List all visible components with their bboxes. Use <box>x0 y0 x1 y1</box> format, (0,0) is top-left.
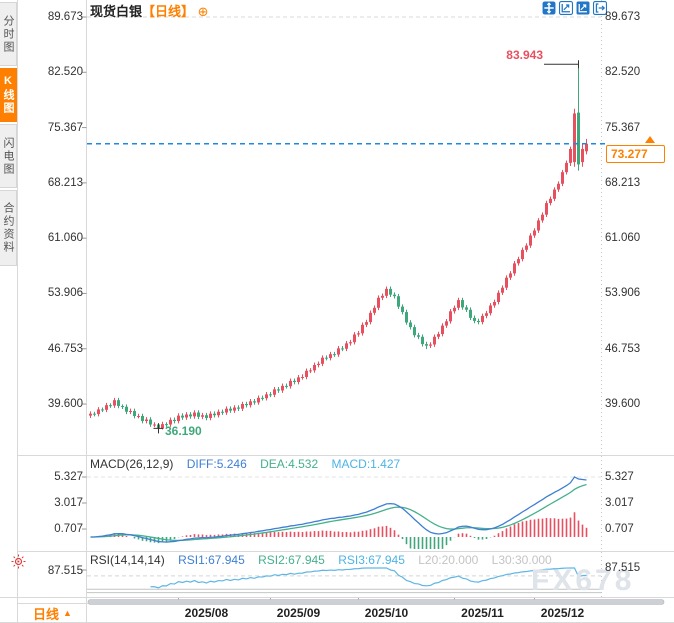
pan-icon[interactable] <box>542 1 556 15</box>
macd-label-row[interactable]: MACD(26,12,9) DIFF:5.246 DEA:4.532 MACD:… <box>90 457 400 471</box>
sidebar-tab-contract-info[interactable]: 合约资料 <box>0 190 17 266</box>
chart-toolbar <box>542 1 607 15</box>
sidebar-tab-label: 合约资料 <box>2 202 14 254</box>
axis-zoom-icon[interactable] <box>559 1 573 15</box>
macd-axis-label-right: 0.707 <box>605 523 634 536</box>
rsi2-value: RSI2:67.945 <box>258 553 325 567</box>
macd-axis-label-right: 3.017 <box>605 497 634 509</box>
y-axis-label-right: 68.213 <box>605 176 641 189</box>
macd-name: MACD(26,12,9) <box>90 457 174 471</box>
y-axis-label-left: 89.673 <box>47 11 83 23</box>
sidebar-tab-lightning-chart[interactable]: 闪电图 <box>0 124 17 188</box>
rsi-l30-value: L30:30.000 <box>491 553 552 567</box>
rsi-label-row[interactable]: RSI(14,14,14) RSI1:67.945 RSI2:67.945 RS… <box>90 553 552 567</box>
sidebar-tab-kline-chart[interactable]: K线图 <box>0 68 17 122</box>
y-axis-label-right: 89.673 <box>605 11 641 23</box>
sidebar-tab-time-chart[interactable]: 分时图 <box>0 2 17 66</box>
y-axis-label-right: 82.520 <box>605 66 641 79</box>
y-axis-label-left: 68.213 <box>47 176 83 189</box>
add-indicator-icon[interactable]: ⊕ <box>197 4 209 19</box>
indicator-settings-sun-icon[interactable] <box>10 553 27 570</box>
y-axis-label-right: 46.753 <box>605 342 641 355</box>
sidebar-tab-label: K线图 <box>2 75 14 115</box>
macd-axis-label-right: 5.327 <box>605 471 634 483</box>
x-axis-date-label: 2025/11 <box>461 606 504 620</box>
x-axis-date-label: 2025/10 <box>364 606 409 620</box>
x-axis-date-label: 2025/08 <box>184 606 229 620</box>
y-axis-label-right: 61.060 <box>605 232 641 245</box>
rsi1-value: RSI1:67.945 <box>178 553 245 567</box>
chart-title: 现货白银【日线】 ⊕ <box>90 1 209 20</box>
sidebar-tab-label: 闪电图 <box>2 136 14 176</box>
period-tag: 【日线】 <box>142 4 195 19</box>
low-price-annotation: 36.190 <box>165 424 202 438</box>
macd-axis-label-left: 5.327 <box>54 471 83 483</box>
y-axis-label-right: 53.906 <box>605 287 641 300</box>
y-axis-label-left: 39.600 <box>47 398 83 411</box>
macd-dea-value: DEA:4.532 <box>260 457 319 471</box>
macd-axis-label-left: 0.707 <box>54 523 83 536</box>
watermark: FX678 <box>531 564 635 597</box>
macd-axis-label-left: 3.017 <box>54 497 83 509</box>
rsi-name: RSI(14,14,14) <box>90 553 165 567</box>
macd-hist-value: MACD:1.427 <box>331 457 401 471</box>
instrument-name: 现货白银 <box>90 4 143 19</box>
rsi3-value: RSI3:67.945 <box>338 553 405 567</box>
y-axis-label-right: 39.600 <box>605 398 641 411</box>
rsi-axis-label-left: 87.515 <box>47 565 83 577</box>
sidebar-tab-label: 分时图 <box>2 14 14 54</box>
y-axis-label-left: 82.520 <box>47 66 83 79</box>
chevron-up-icon: ▲ <box>63 608 72 618</box>
high-price-annotation: 83.943 <box>506 48 543 62</box>
y-axis-label-left: 75.367 <box>47 121 83 134</box>
y-axis-label-left: 61.060 <box>47 232 83 245</box>
x-axis-date-label: 2025/09 <box>276 606 321 620</box>
macd-diff-value: DIFF:5.246 <box>186 457 247 471</box>
exit-right-icon[interactable] <box>593 1 607 15</box>
price-up-arrow-icon <box>645 136 655 143</box>
y-axis-label-right: 75.367 <box>605 121 641 134</box>
period-selector-button[interactable]: 日线 ▲ <box>18 604 87 622</box>
x-axis-date-label: 2025/12 <box>540 606 585 620</box>
period-selector-label: 日线 <box>33 606 60 622</box>
y-axis-label-left: 46.753 <box>47 342 83 355</box>
rsi-axis-label-right: 87.515 <box>605 562 641 574</box>
y-axis-label-left: 53.906 <box>47 287 83 300</box>
last-price-tag: 73.277 <box>606 145 665 163</box>
axis-zoom-filled-icon[interactable] <box>576 1 590 15</box>
rsi-l20-value: L20:20.000 <box>418 553 479 567</box>
horizontal-scrollbar[interactable] <box>87 599 665 605</box>
